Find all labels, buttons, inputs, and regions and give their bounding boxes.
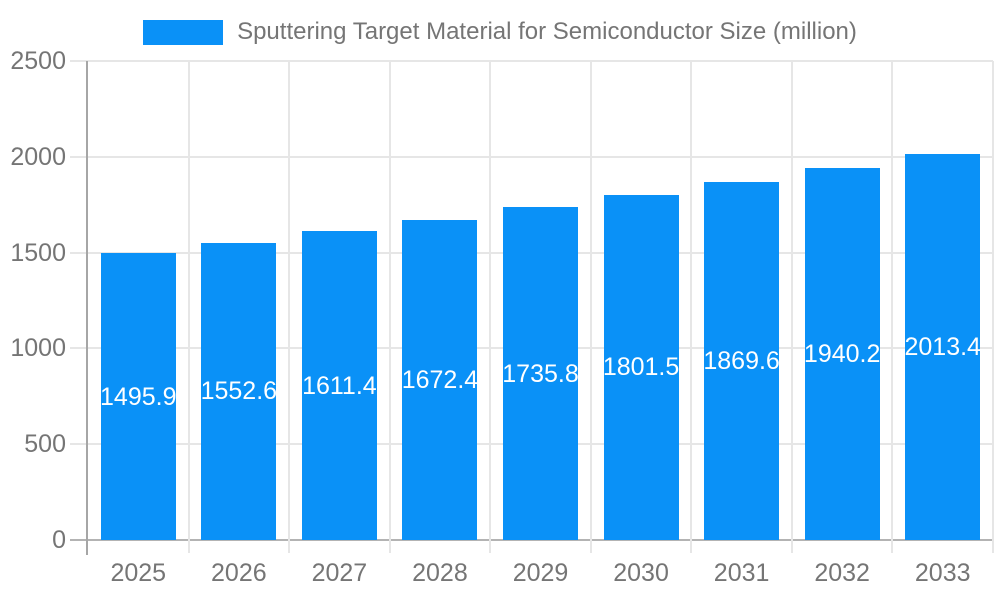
v-gridline — [388, 61, 391, 553]
v-gridline — [790, 61, 793, 553]
bar[interactable] — [100, 253, 176, 540]
bar[interactable] — [804, 168, 880, 540]
bar-value-label: 1495.9 — [100, 382, 177, 411]
bar[interactable] — [704, 181, 780, 540]
v-gridline — [288, 61, 291, 553]
y-tick-label: 2000 — [10, 142, 66, 171]
bar-value-label: 1801.5 — [602, 353, 680, 382]
bar-value-label: 1869.6 — [703, 346, 780, 375]
x-tick-label: 2032 — [814, 559, 870, 587]
bar-value-label: 1735.8 — [502, 359, 579, 388]
bar[interactable] — [905, 154, 981, 540]
bar[interactable] — [603, 194, 679, 540]
v-gridline — [690, 61, 693, 553]
x-tick-label: 2026 — [211, 559, 267, 587]
v-gridline — [489, 61, 492, 553]
v-gridline — [589, 61, 592, 553]
v-gridline — [992, 61, 994, 553]
x-tick-label: 2033 — [914, 559, 971, 587]
bar[interactable] — [402, 219, 478, 540]
bar[interactable] — [301, 231, 377, 540]
h-gridline — [70, 60, 993, 62]
x-tick-label: 2031 — [713, 559, 770, 587]
bar[interactable] — [503, 207, 578, 540]
v-gridline — [891, 61, 894, 553]
legend-swatch — [143, 19, 224, 45]
x-tick-label: 2025 — [110, 559, 167, 587]
x-tick-label: 2028 — [412, 559, 468, 587]
legend-label: Sputtering Target Material for Semicondu… — [237, 18, 857, 45]
bar-value-label: 1940.2 — [803, 340, 881, 369]
y-tick-label: 2500 — [10, 47, 66, 75]
x-tick-label: 2027 — [311, 559, 368, 587]
legend[interactable]: Sputtering Target Material for Semicondu… — [0, 18, 1000, 46]
y-tick-label: 0 — [52, 526, 66, 554]
x-axis-baseline — [70, 539, 993, 541]
x-tick-label: 2030 — [613, 559, 669, 587]
bar[interactable] — [201, 242, 277, 540]
h-gridline — [70, 155, 993, 158]
v-gridline — [187, 61, 190, 553]
bar-value-label: 1672.4 — [401, 365, 479, 394]
bar-value-label: 1552.6 — [200, 377, 278, 406]
y-axis-line — [86, 61, 88, 555]
x-tick-label: 2029 — [512, 559, 569, 587]
y-tick-label: 1500 — [10, 238, 66, 267]
y-tick-label: 1000 — [10, 334, 66, 363]
bar-value-label: 2013.4 — [904, 333, 981, 362]
bar-value-label: 1611.4 — [302, 371, 377, 400]
y-tick-label: 500 — [24, 430, 66, 459]
